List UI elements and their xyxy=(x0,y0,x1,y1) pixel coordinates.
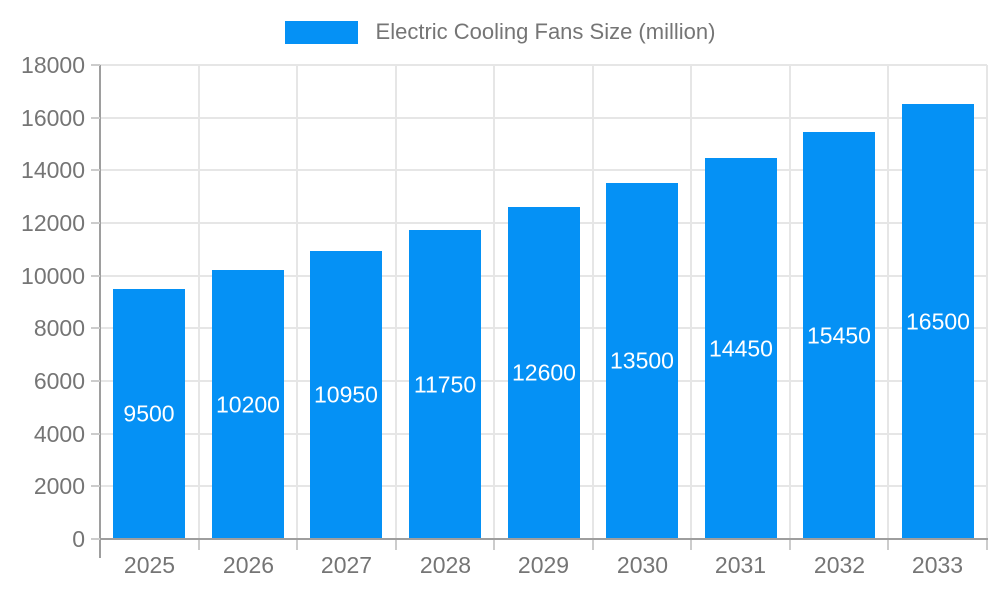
gridline-horizontal xyxy=(100,169,987,172)
bar-2033[interactable]: 16500 xyxy=(902,104,974,539)
legend-swatch xyxy=(284,20,358,44)
y-axis-tick xyxy=(91,64,100,66)
gridline-vertical xyxy=(592,65,594,539)
bar-2030[interactable]: 13500 xyxy=(606,183,678,539)
y-axis-tick xyxy=(91,432,100,435)
gridline-vertical xyxy=(493,65,495,539)
x-axis-tick xyxy=(198,540,200,550)
bar-value-label: 14450 xyxy=(709,335,773,361)
plot-area: 9500 10200 10950 11750 12600 13500 14450 15450 1… xyxy=(100,64,988,539)
y-axis-tick xyxy=(91,327,100,330)
y-axis-tick xyxy=(91,538,100,540)
bar-value-label: 12600 xyxy=(512,359,576,386)
bar-value-label: 13500 xyxy=(610,347,674,374)
y-tick-label: 0 xyxy=(72,526,85,552)
gridline-vertical xyxy=(690,65,692,539)
bar-2029[interactable]: 12600 xyxy=(508,207,580,539)
bar-value-label: 9500 xyxy=(123,400,175,427)
y-tick-label: 16000 xyxy=(21,104,85,131)
x-tick-label-2028: 2028 xyxy=(419,552,472,578)
x-axis-tick xyxy=(395,540,397,550)
x-tick-label-2025: 2025 xyxy=(123,552,176,578)
bar-value-label: 15450 xyxy=(807,322,871,348)
x-tick-label-2033: 2033 xyxy=(911,552,964,578)
y-tick-label: 4000 xyxy=(33,420,85,447)
gridline-horizontal xyxy=(100,64,987,66)
bar-value-label: 16500 xyxy=(906,308,970,334)
x-axis-tick xyxy=(887,540,889,550)
gridline-vertical xyxy=(395,65,397,539)
x-axis-tick xyxy=(592,540,594,550)
x-tick-label-2030: 2030 xyxy=(616,552,669,578)
x-axis-tick xyxy=(690,540,692,550)
legend-label: Electric Cooling Fans Size (million) xyxy=(375,19,716,44)
legend: Electric Cooling Fans Size (million) xyxy=(0,18,1000,46)
bar-2026[interactable]: 10200 xyxy=(212,270,284,539)
x-axis-line xyxy=(99,538,988,540)
y-tick-label: 14000 xyxy=(21,157,85,184)
y-axis-tick xyxy=(91,222,100,224)
y-axis-tick xyxy=(91,274,100,277)
y-axis-tick xyxy=(91,116,100,119)
gridline-vertical xyxy=(986,65,988,539)
bar-2028[interactable]: 11750 xyxy=(409,230,481,539)
x-tick-label-2031: 2031 xyxy=(714,552,767,578)
gridline-vertical xyxy=(789,65,791,539)
y-tick-label: 6000 xyxy=(33,368,85,394)
y-axis-tick xyxy=(91,169,100,172)
x-axis-tick xyxy=(493,540,495,550)
x-tick-label-2027: 2027 xyxy=(320,552,373,578)
bar-value-label: 10200 xyxy=(216,391,280,417)
gridline-vertical xyxy=(887,65,889,539)
y-tick-label: 2000 xyxy=(33,473,85,500)
x-tick-label-2029: 2029 xyxy=(517,552,570,578)
x-tick-label-2026: 2026 xyxy=(222,552,275,578)
bar-2025[interactable]: 9500 xyxy=(113,289,185,539)
x-tick-label-2032: 2032 xyxy=(813,552,866,578)
gridline-vertical xyxy=(296,65,298,539)
x-axis-tick xyxy=(986,540,988,550)
y-tick-label: 18000 xyxy=(21,52,85,78)
x-axis-tick xyxy=(99,540,101,558)
bar-2032[interactable]: 15450 xyxy=(803,132,875,539)
bar-value-label: 10950 xyxy=(314,381,378,408)
x-axis-tick xyxy=(789,540,791,550)
gridline-vertical xyxy=(198,65,200,539)
bar-value-label: 11750 xyxy=(413,371,477,397)
y-axis-line xyxy=(99,65,101,557)
y-axis-tick xyxy=(91,380,100,382)
gridline-horizontal xyxy=(100,116,987,119)
y-tick-label: 10000 xyxy=(21,262,85,289)
y-tick-label: 12000 xyxy=(21,210,85,236)
y-tick-label: 8000 xyxy=(33,315,85,342)
bar-2031[interactable]: 14450 xyxy=(705,158,777,539)
bar-2027[interactable]: 10950 xyxy=(310,251,382,539)
y-axis-tick xyxy=(91,485,100,488)
x-axis-tick xyxy=(296,540,298,550)
